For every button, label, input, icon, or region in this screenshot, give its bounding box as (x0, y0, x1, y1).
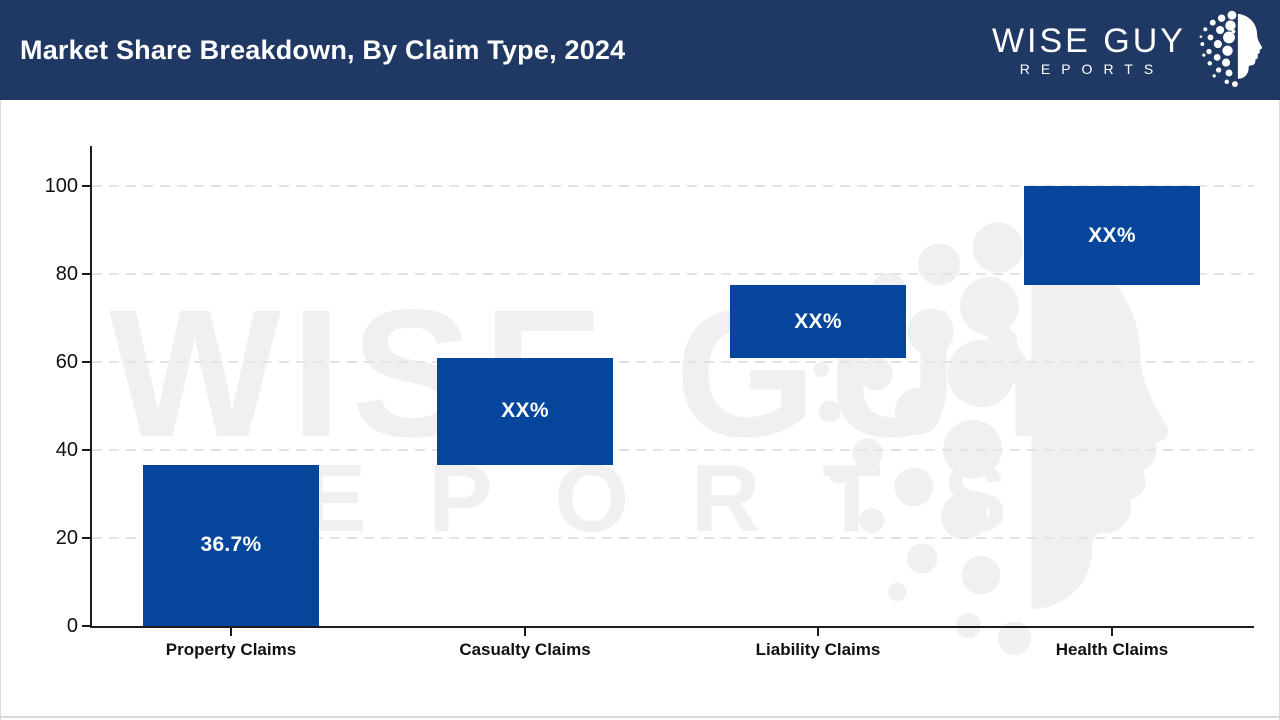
y-axis-tick-label: 100 (44, 175, 78, 197)
bar-value-label: 36.7% (200, 533, 262, 557)
bar-property-claims: 36.7% (143, 464, 319, 626)
y-axis-tick-label: 80 (55, 263, 78, 285)
bar-health-claims: XX% (1024, 186, 1200, 286)
brand-logo: WISE GUY REPORTS (992, 9, 1266, 91)
gridline-y60 (92, 361, 1254, 363)
x-axis-tick (1111, 628, 1113, 636)
y-axis-tick-label: 40 (55, 439, 78, 461)
y-axis-tick (82, 185, 90, 187)
y-axis-tick (82, 273, 90, 275)
gridline-y20 (92, 537, 1254, 539)
y-axis-tick-label: 60 (55, 351, 78, 373)
bar-value-label: XX% (1088, 223, 1136, 247)
gridline-y80 (92, 273, 1254, 275)
y-axis-tick (82, 625, 90, 627)
x-axis-category-label: Health Claims (1055, 640, 1169, 659)
bar-value-label: XX% (501, 399, 549, 423)
chart-area: WISE GUY REPORTS 02040608010036.7%XX%XX%… (0, 100, 1280, 720)
logo-wordmark: WISE GUY REPORTS (992, 24, 1186, 77)
x-axis-tick (230, 628, 232, 636)
x-axis-line (90, 626, 1254, 628)
header-bar: Market Share Breakdown, By Claim Type, 2… (0, 0, 1280, 100)
y-axis-tick-label: 20 (55, 527, 78, 549)
x-axis-category-label: Property Claims (165, 640, 297, 659)
bar-value-label: XX% (794, 309, 842, 333)
x-axis-tick (524, 628, 526, 636)
x-axis-tick (817, 628, 819, 636)
y-axis-tick (82, 449, 90, 451)
bar-liability-claims: XX% (730, 285, 906, 359)
logo-line2: REPORTS (1019, 60, 1165, 77)
y-axis-tick-label: 0 (66, 615, 78, 637)
gridline-y40 (92, 449, 1254, 451)
logo-line1: WISE GUY (991, 21, 1186, 60)
x-axis-category-label: Casualty Claims (459, 640, 591, 659)
x-axis-category-label: Liability Claims (755, 640, 881, 659)
gridline-y100 (92, 185, 1254, 187)
y-axis-tick (82, 361, 90, 363)
logo-head-icon (1199, 10, 1263, 88)
y-axis-spine (90, 146, 92, 628)
bar-casualty-claims: XX% (437, 358, 613, 465)
y-axis-tick (82, 537, 90, 539)
chart-title: Market Share Breakdown, By Claim Type, 2… (20, 34, 626, 65)
